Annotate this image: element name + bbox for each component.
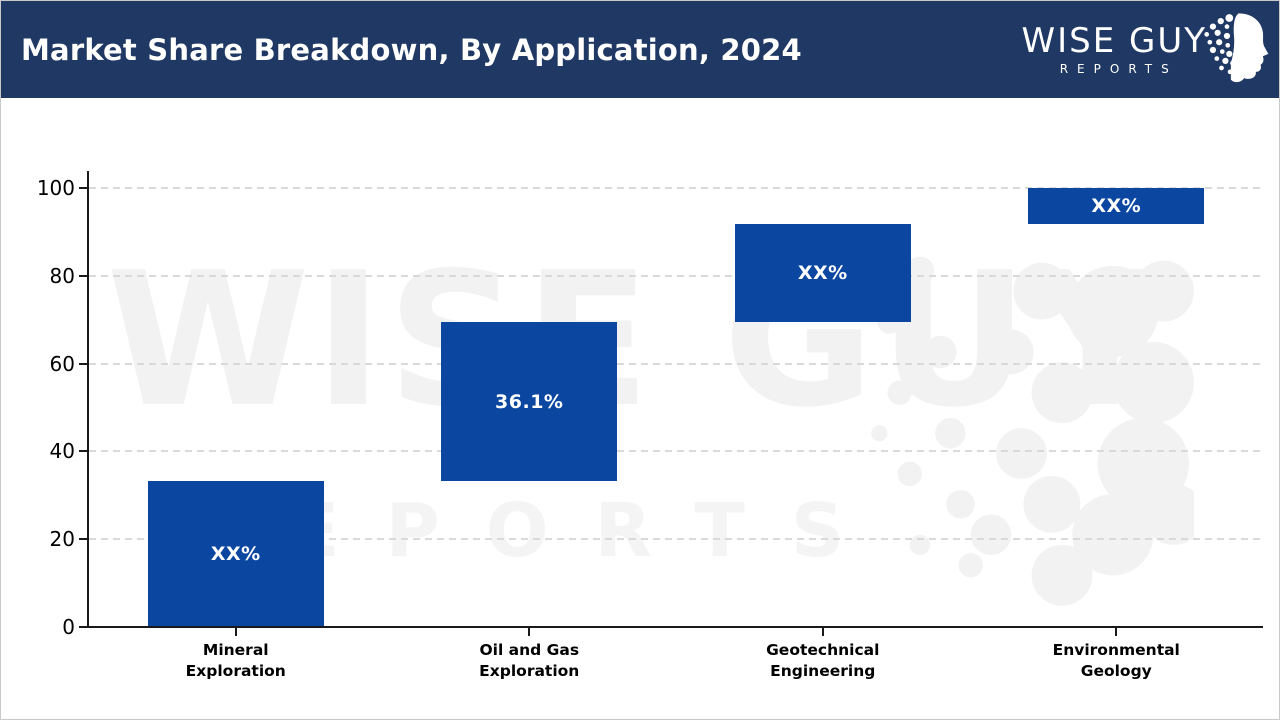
x-tick-mark (1115, 628, 1118, 636)
x-tick-mark (528, 628, 531, 636)
gridline (89, 187, 1263, 189)
category-label: Mineral Exploration (116, 640, 356, 682)
category-label: Environmental Geology (996, 640, 1236, 682)
brand-logo-text: WISE GUY REPORTS (1021, 24, 1207, 76)
category-label-line: Engineering (770, 662, 876, 680)
header-bar: Market Share Breakdown, By Application, … (1, 1, 1279, 98)
bar-value-label: 36.1% (495, 390, 564, 413)
brand-subtitle: REPORTS (1059, 61, 1178, 76)
category-label-line: Geotechnical (766, 641, 880, 659)
x-axis-line (87, 626, 1263, 628)
bar-value-label: XX% (1091, 194, 1142, 217)
gridline (89, 538, 1263, 541)
gridline (89, 362, 1263, 365)
bar-value-label: XX% (797, 262, 848, 285)
bar-value-label: XX% (210, 542, 261, 565)
y-axis-line (87, 171, 89, 628)
category-label: Geotechnical Engineering (703, 640, 943, 682)
bar-segment: XX% (147, 480, 324, 627)
category-label-line: Oil and Gas (479, 641, 580, 659)
gridline (89, 450, 1263, 453)
bar-segment: XX% (734, 223, 911, 323)
y-tick-label: 80 (49, 263, 75, 288)
plot-area: WISE GUY REPORTS 0 20 40 60 80 100 XX% Mineral E… (1, 98, 1279, 719)
y-tick-label: 40 (49, 439, 75, 464)
x-tick-mark (234, 628, 237, 636)
x-tick-mark (821, 628, 824, 636)
y-tick-mark (79, 626, 88, 628)
category-label: Oil and Gas Exploration (409, 640, 649, 682)
y-tick-mark (79, 362, 88, 365)
category-label-line: Exploration (479, 662, 580, 680)
y-tick-mark (79, 274, 88, 277)
brand-logo: WISE GUY REPORTS (1021, 9, 1273, 91)
y-tick-mark (79, 450, 88, 453)
y-tick-label: 100 (36, 176, 75, 200)
bar-segment: XX% (1028, 188, 1205, 224)
bar-segment: 36.1% (441, 322, 618, 481)
y-tick-mark (79, 187, 88, 189)
category-label-line: Geology (1080, 662, 1152, 680)
brand-name: WISE GUY (1021, 20, 1207, 61)
y-tick-label: 0 (62, 615, 75, 639)
page-title: Market Share Breakdown, By Application, … (21, 32, 802, 67)
category-label-line: Exploration (185, 662, 286, 680)
category-label-line: Mineral (202, 641, 269, 659)
dotted-head-icon (1204, 12, 1269, 82)
gridline (89, 274, 1263, 277)
y-tick-mark (79, 538, 88, 541)
y-tick-label: 20 (49, 527, 75, 552)
y-tick-label: 60 (49, 351, 75, 376)
category-label-line: Environmental (1052, 641, 1180, 659)
